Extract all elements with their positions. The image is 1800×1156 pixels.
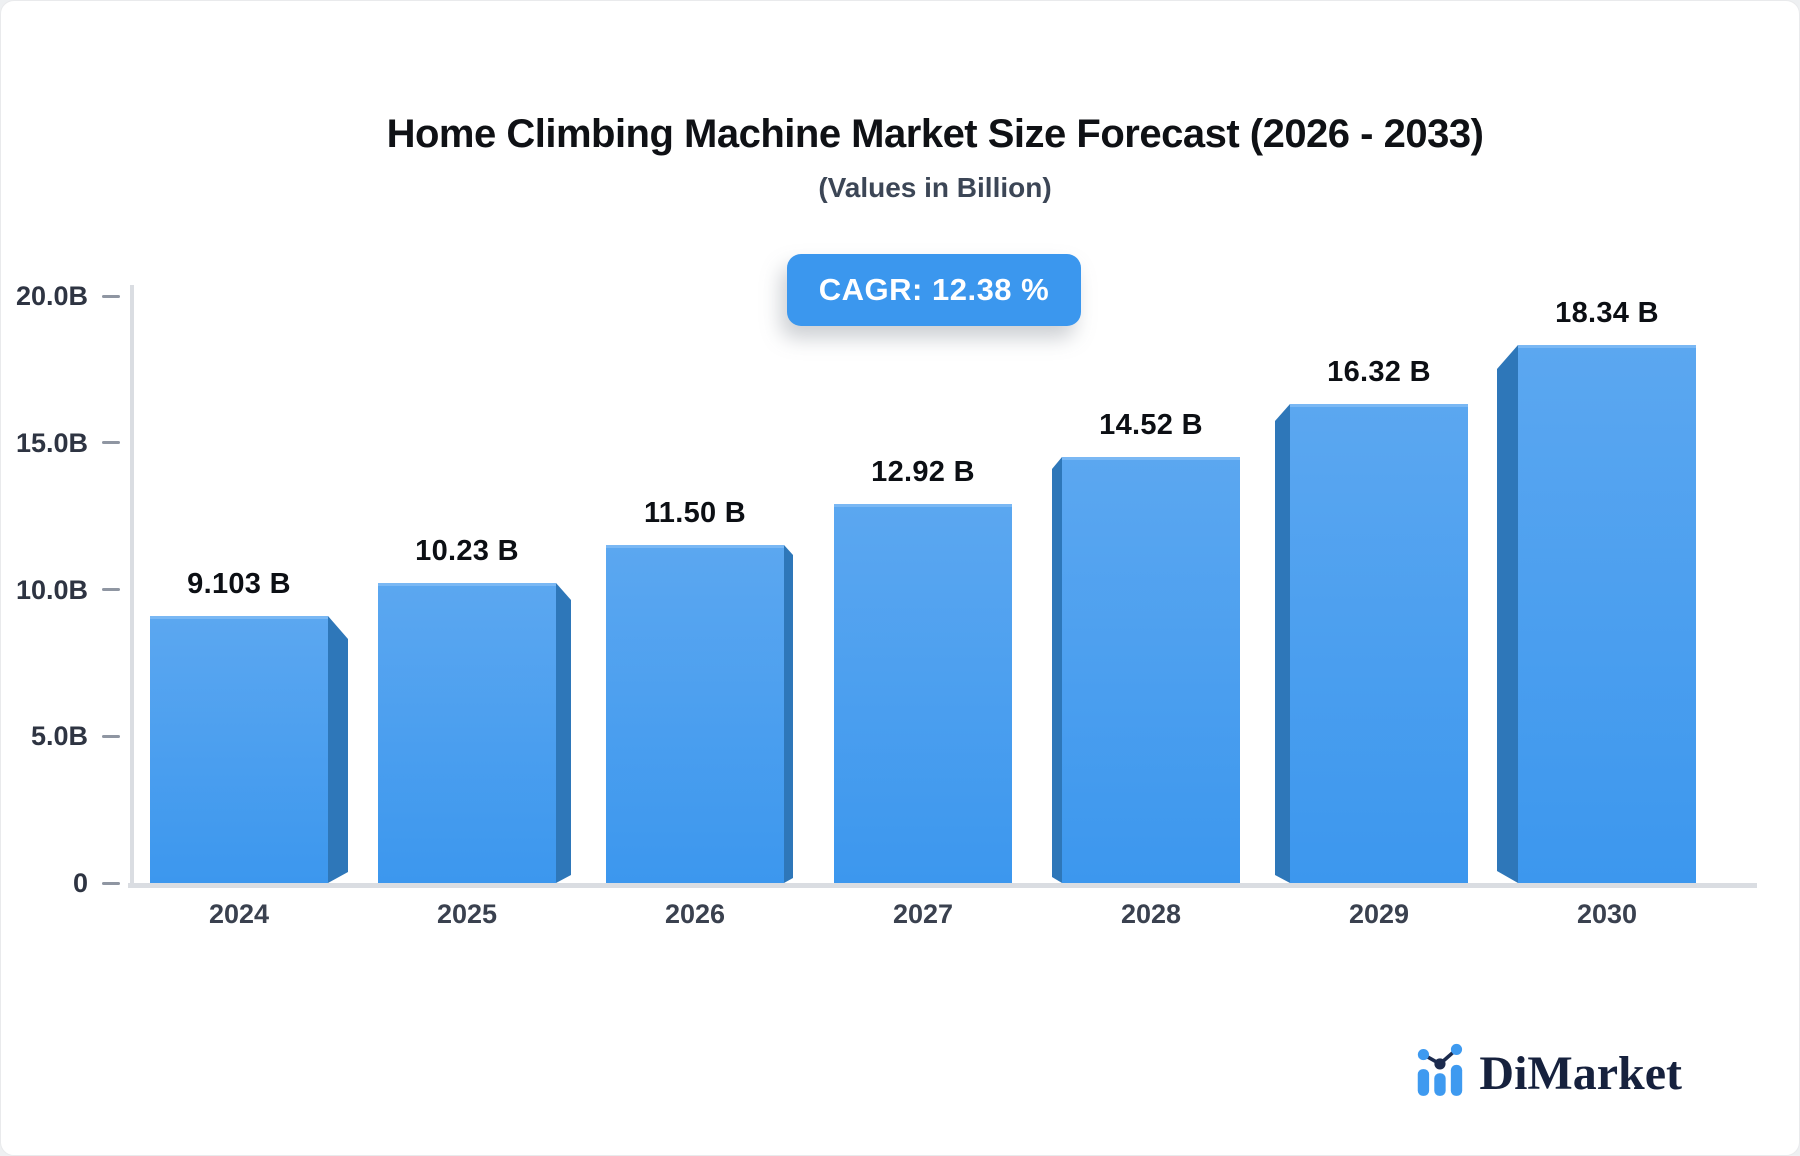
bar-value-label: 11.50 B: [643, 497, 747, 529]
y-axis-tick-mark: [102, 441, 120, 445]
page-subtitle: (Values in Billion): [818, 172, 1052, 203]
y-axis-tick-mark: [102, 734, 120, 738]
bar-value-label: 14.52 B: [1099, 409, 1203, 441]
brand-logo-text: DiMarket: [1479, 1047, 1682, 1100]
bar-3d-side: [1052, 457, 1062, 883]
bar-value-label: 10.23 B: [415, 535, 519, 567]
bar-value-label: 12.92 B: [871, 456, 975, 488]
page-title: Home Climbing Machine Market Size Foreca…: [386, 112, 1484, 156]
y-axis-tick-mark: [102, 588, 120, 591]
cagr-badge: CAGR: 12.38 %: [787, 254, 1081, 326]
y-axis-tick-label: 0: [72, 868, 88, 898]
bar: [1062, 457, 1240, 883]
y-axis-tick-mark: [102, 881, 120, 885]
x-axis-category-label: 2025: [436, 899, 498, 929]
bar: [1290, 404, 1468, 883]
y-axis-tick-label: 5.0B: [30, 721, 88, 752]
bar-3d-side: [784, 545, 793, 883]
bar-value-label: 16.32 B: [1327, 356, 1431, 388]
y-axis-tick-mark: [102, 294, 120, 298]
x-axis-category-label: 2026: [664, 899, 726, 929]
bar-3d-side: [556, 583, 571, 883]
bar: [606, 545, 784, 883]
y-axis-tick-label: 10.0B: [15, 574, 88, 605]
bar: [834, 504, 1012, 883]
y-axis-tick-label: 20.0B: [15, 281, 88, 311]
x-axis-category-label: 2030: [1576, 899, 1638, 929]
brand-logo: DiMarket: [1415, 1036, 1682, 1098]
y-axis-line: [130, 285, 134, 888]
bar-value-label: 9.103 B: [187, 568, 291, 600]
bar-value-label: 18.34 B: [1555, 297, 1659, 329]
y-axis-tick-label: 15.0B: [15, 427, 88, 458]
x-axis-category-label: 2028: [1120, 899, 1182, 929]
x-axis-category-label: 2029: [1348, 899, 1410, 929]
mini-bar-chart-trend-icon: [1418, 1043, 1463, 1096]
bar-3d-side: [1497, 345, 1518, 883]
x-axis-category-label: 2024: [208, 899, 270, 929]
bar: [378, 583, 556, 883]
x-axis-category-label: 2027: [892, 899, 954, 929]
bar: [150, 616, 328, 883]
x-axis-baseline: [128, 883, 1757, 888]
bar-3d-side: [328, 616, 348, 883]
bar-3d-side: [1275, 404, 1290, 883]
bar: [1518, 345, 1696, 883]
